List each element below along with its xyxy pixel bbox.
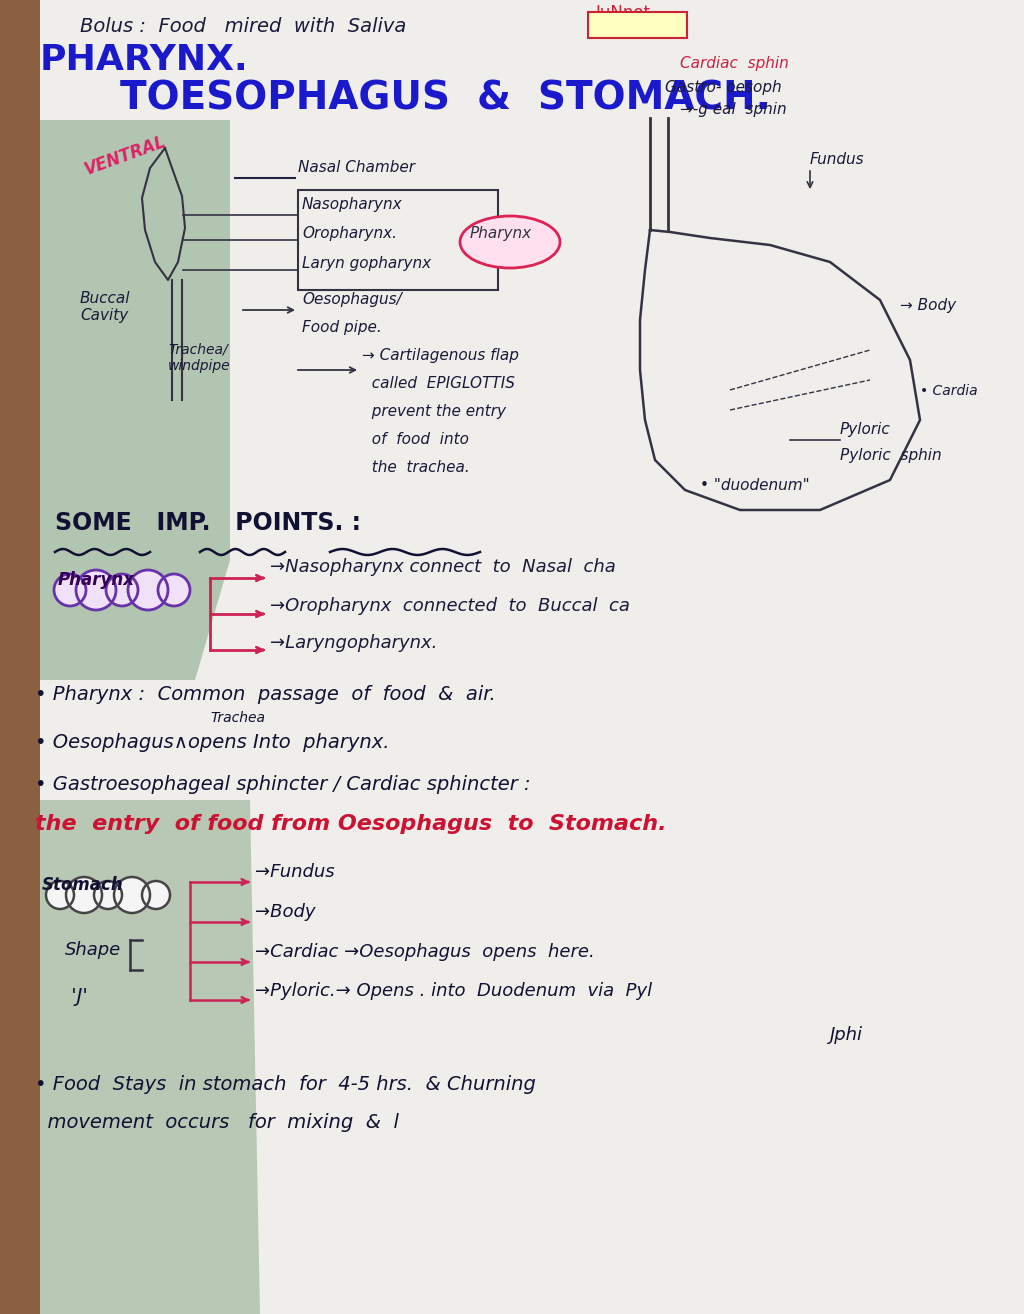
Text: Pyloric: Pyloric (840, 422, 891, 438)
Text: SOME   IMP.   POINTS. :: SOME IMP. POINTS. : (55, 511, 361, 535)
Text: PHARYNX.: PHARYNX. (40, 43, 249, 78)
Text: Nasopharynx: Nasopharynx (302, 197, 402, 212)
Text: VENTRAL: VENTRAL (82, 133, 169, 179)
Circle shape (46, 880, 74, 909)
Text: Fundus: Fundus (810, 152, 864, 167)
Polygon shape (40, 120, 230, 681)
Text: Shape: Shape (65, 941, 121, 959)
Circle shape (158, 574, 190, 606)
Circle shape (128, 570, 168, 610)
Circle shape (66, 876, 102, 913)
Text: prevent the entry: prevent the entry (362, 403, 506, 419)
Text: IuNnot: IuNnot (595, 4, 650, 22)
Polygon shape (40, 0, 1024, 1314)
Text: Bolus :  Food   mired  with  Saliva: Bolus : Food mired with Saliva (80, 17, 407, 35)
Circle shape (106, 574, 138, 606)
Text: →Body: →Body (255, 903, 315, 921)
Text: Gastro- oesoph: Gastro- oesoph (665, 80, 781, 95)
Text: Pyloric  sphin: Pyloric sphin (840, 448, 942, 463)
Text: →-g eal  sphin: →-g eal sphin (680, 102, 786, 117)
Text: Nasal Chamber: Nasal Chamber (298, 160, 415, 175)
Text: 'J': 'J' (65, 987, 88, 1007)
Text: → Cartilagenous flap: → Cartilagenous flap (362, 348, 519, 363)
Text: the  trachea.: the trachea. (362, 460, 470, 474)
Ellipse shape (460, 215, 560, 268)
Text: • Oesophagus∧opens Into  pharynx.: • Oesophagus∧opens Into pharynx. (35, 733, 389, 752)
Text: Trachea/
windpipe: Trachea/ windpipe (168, 343, 230, 373)
FancyBboxPatch shape (588, 12, 687, 38)
Text: Pharynx: Pharynx (470, 226, 532, 240)
Text: of  food  into: of food into (362, 432, 469, 447)
Text: • Pharynx :  Common  passage  of  food  &  air.: • Pharynx : Common passage of food & air… (35, 685, 496, 704)
Text: Cardiac  sphin: Cardiac sphin (680, 57, 788, 71)
Text: →Laryngopharynx.: →Laryngopharynx. (270, 633, 437, 652)
Text: →Fundus: →Fundus (255, 863, 335, 880)
Circle shape (54, 574, 86, 606)
Text: movement  occurs   for  mixing  &  l: movement occurs for mixing & l (35, 1113, 399, 1131)
Text: Trachea: Trachea (210, 711, 265, 725)
Text: →Pyloric.→ Opens . into  Duodenum  via  Pyl: →Pyloric.→ Opens . into Duodenum via Pyl (255, 982, 652, 1000)
Text: Jphi: Jphi (830, 1026, 863, 1045)
Text: • Gastroesophageal sphincter / Cardiac sphincter :: • Gastroesophageal sphincter / Cardiac s… (35, 775, 530, 794)
Text: • Food  Stays  in stomach  for  4-5 hrs.  & Churning: • Food Stays in stomach for 4-5 hrs. & C… (35, 1075, 536, 1095)
Text: Laryn gopharynx: Laryn gopharynx (302, 256, 431, 271)
Text: called  EPIGLOTTIS: called EPIGLOTTIS (362, 376, 515, 392)
Text: Buccal
Cavity: Buccal Cavity (80, 290, 130, 323)
Text: • Cardia: • Cardia (920, 384, 978, 398)
Text: Food pipe.: Food pipe. (302, 321, 382, 335)
Text: →Oropharynx  connected  to  Buccal  ca: →Oropharynx connected to Buccal ca (270, 597, 630, 615)
Text: →Cardiac →Oesophagus  opens  here.: →Cardiac →Oesophagus opens here. (255, 943, 595, 961)
Text: Oesophagus/: Oesophagus/ (302, 292, 401, 307)
Circle shape (114, 876, 150, 913)
Circle shape (76, 570, 116, 610)
Text: Stomach: Stomach (42, 876, 124, 894)
Text: the  entry  of food from Oesophagus  to  Stomach.: the entry of food from Oesophagus to Sto… (35, 813, 667, 834)
Circle shape (94, 880, 122, 909)
Text: →Nasopharynx connect  to  Nasal  cha: →Nasopharynx connect to Nasal cha (270, 558, 615, 576)
Text: TOESOPHAGUS  &  STOMACH.: TOESOPHAGUS & STOMACH. (120, 80, 770, 118)
Text: Pharynx: Pharynx (58, 572, 135, 589)
Text: → Body: → Body (900, 298, 956, 313)
Text: Oropharynx.: Oropharynx. (302, 226, 397, 240)
Text: • "duodenum": • "duodenum" (700, 478, 810, 493)
Circle shape (142, 880, 170, 909)
Polygon shape (40, 800, 260, 1314)
